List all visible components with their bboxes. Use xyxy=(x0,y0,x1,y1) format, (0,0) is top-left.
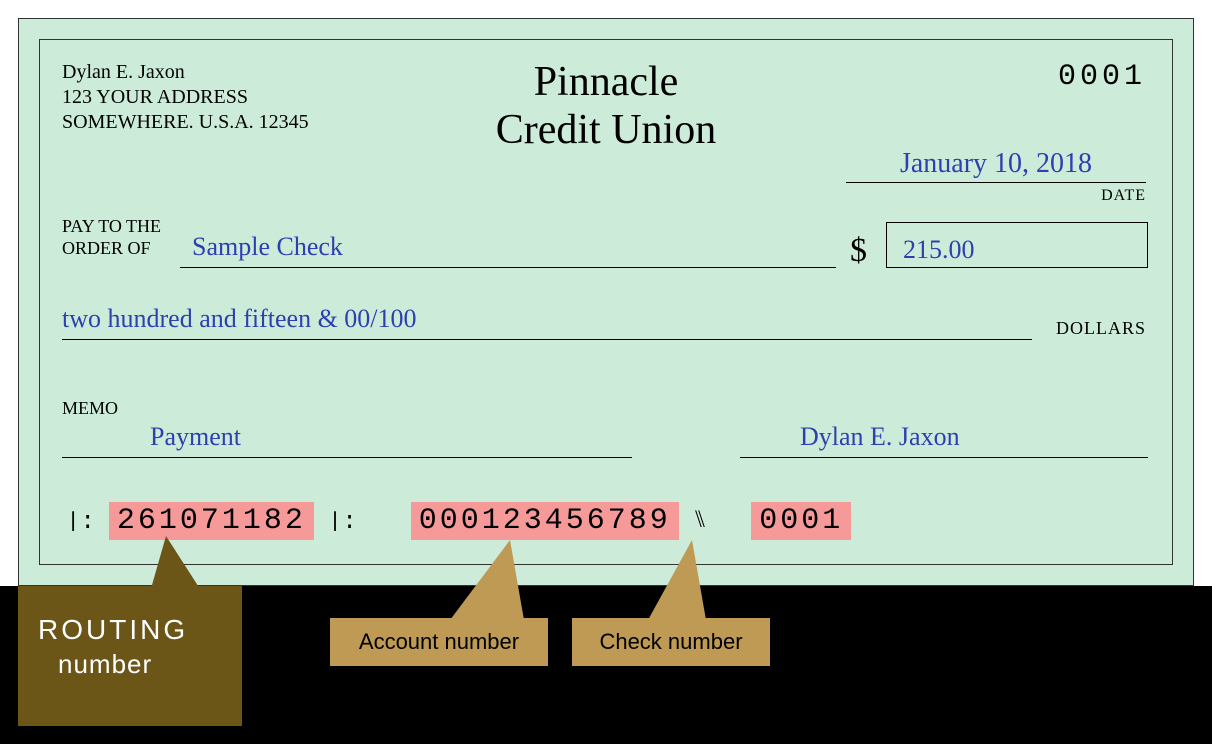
signature-line: Dylan E. Jaxon xyxy=(740,416,1148,458)
account-callout-pointer xyxy=(450,540,524,620)
micr-check-number: 0001 xyxy=(751,502,851,540)
account-number: 000123456789 xyxy=(411,502,679,540)
memo-value: Payment xyxy=(62,422,241,451)
date-label: DATE xyxy=(846,187,1146,205)
pay-to-label-1: PAY TO THE xyxy=(62,216,161,238)
routing-callout-line2: number xyxy=(38,648,222,682)
account-callout: Account number xyxy=(330,618,548,666)
routing-number: 261071182 xyxy=(109,502,314,540)
micr-symbol-icon: ⑊ xyxy=(689,508,711,535)
bank-line-1: Pinnacle xyxy=(40,58,1172,106)
checknum-callout-pointer xyxy=(648,540,706,620)
routing-callout-pointer xyxy=(150,536,202,592)
check-inner-border: Dylan E. Jaxon 123 YOUR ADDRESS SOMEWHER… xyxy=(39,39,1173,565)
pay-to-line: Sample Check xyxy=(180,226,836,268)
amount-numeric-box: 215.00 xyxy=(886,222,1148,268)
check-number-top: 0001 xyxy=(1058,60,1146,94)
routing-callout-line1: ROUTING xyxy=(38,612,222,648)
micr-symbol-icon: ❘: xyxy=(324,506,361,536)
account-callout-label: Account number xyxy=(359,629,519,654)
currency-symbol: $ xyxy=(850,232,867,270)
bank-name: Pinnacle Credit Union xyxy=(40,58,1172,155)
signature-value: Dylan E. Jaxon xyxy=(740,422,960,451)
payee-name: Sample Check xyxy=(180,232,343,261)
amount-numeric: 215.00 xyxy=(903,235,975,264)
amount-words: two hundred and fifteen & 00/100 xyxy=(62,304,417,333)
dollars-label: DOLLARS xyxy=(1056,318,1146,339)
routing-callout: ROUTING number xyxy=(18,586,242,726)
amount-words-line: two hundred and fifteen & 00/100 xyxy=(62,298,1032,340)
pay-to-label: PAY TO THE ORDER OF xyxy=(62,216,161,259)
checknum-callout-label: Check number xyxy=(599,629,742,654)
date-area: January 10, 2018 DATE xyxy=(846,148,1146,205)
memo-line: Payment xyxy=(62,416,632,458)
micr-symbol-icon: ❘: xyxy=(62,506,99,536)
micr-line: ❘: 261071182 ❘: 000123456789 ⑊ 0001 xyxy=(62,502,851,540)
check-body: Dylan E. Jaxon 123 YOUR ADDRESS SOMEWHER… xyxy=(18,18,1194,586)
checknum-callout: Check number xyxy=(572,618,770,666)
date-value: January 10, 2018 xyxy=(846,148,1146,183)
pay-to-label-2: ORDER OF xyxy=(62,238,161,260)
